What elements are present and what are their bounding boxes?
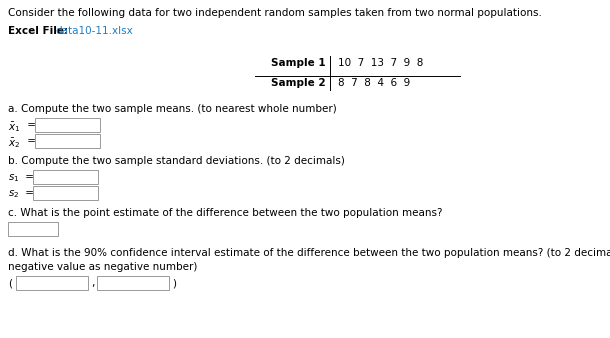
Text: Excel File:: Excel File:	[8, 26, 72, 36]
Text: a. Compute the two sample means. (to nearest whole number): a. Compute the two sample means. (to nea…	[8, 104, 337, 114]
Text: negative value as negative number): negative value as negative number)	[8, 262, 198, 272]
Text: data10-11.xlsx: data10-11.xlsx	[55, 26, 133, 36]
Bar	[97, 276, 169, 290]
Bar	[33, 186, 98, 200]
Text: $s_1$: $s_1$	[8, 172, 20, 184]
Text: $s_2$: $s_2$	[8, 188, 20, 200]
Text: ,: ,	[91, 278, 95, 288]
Text: =: =	[22, 172, 34, 182]
Bar	[16, 276, 88, 290]
Bar	[35, 134, 100, 148]
Bar	[33, 170, 98, 184]
Text: =: =	[22, 188, 34, 198]
Text: =: =	[24, 120, 36, 130]
Text: Consider the following data for two independent random samples taken from two no: Consider the following data for two inde…	[8, 8, 542, 18]
Text: 8  7  8  4  6  9: 8 7 8 4 6 9	[338, 78, 411, 88]
Text: c. What is the point estimate of the difference between the two population means: c. What is the point estimate of the dif…	[8, 208, 442, 218]
Text: Sample 2: Sample 2	[271, 78, 326, 88]
Text: d. What is the 90% confidence interval estimate of the difference between the tw: d. What is the 90% confidence interval e…	[8, 248, 610, 258]
Text: b. Compute the two sample standard deviations. (to 2 decimals): b. Compute the two sample standard devia…	[8, 156, 345, 166]
Text: (: (	[8, 278, 12, 288]
Text: ): )	[172, 278, 176, 288]
Text: 10  7  13  7  9  8: 10 7 13 7 9 8	[338, 58, 423, 68]
Bar	[8, 222, 58, 236]
Text: Sample 1: Sample 1	[271, 58, 326, 68]
Bar	[35, 118, 100, 132]
Text: $\bar{x}_1$: $\bar{x}_1$	[8, 120, 21, 134]
Text: =: =	[24, 136, 36, 146]
Text: $\bar{x}_2$: $\bar{x}_2$	[8, 136, 20, 150]
